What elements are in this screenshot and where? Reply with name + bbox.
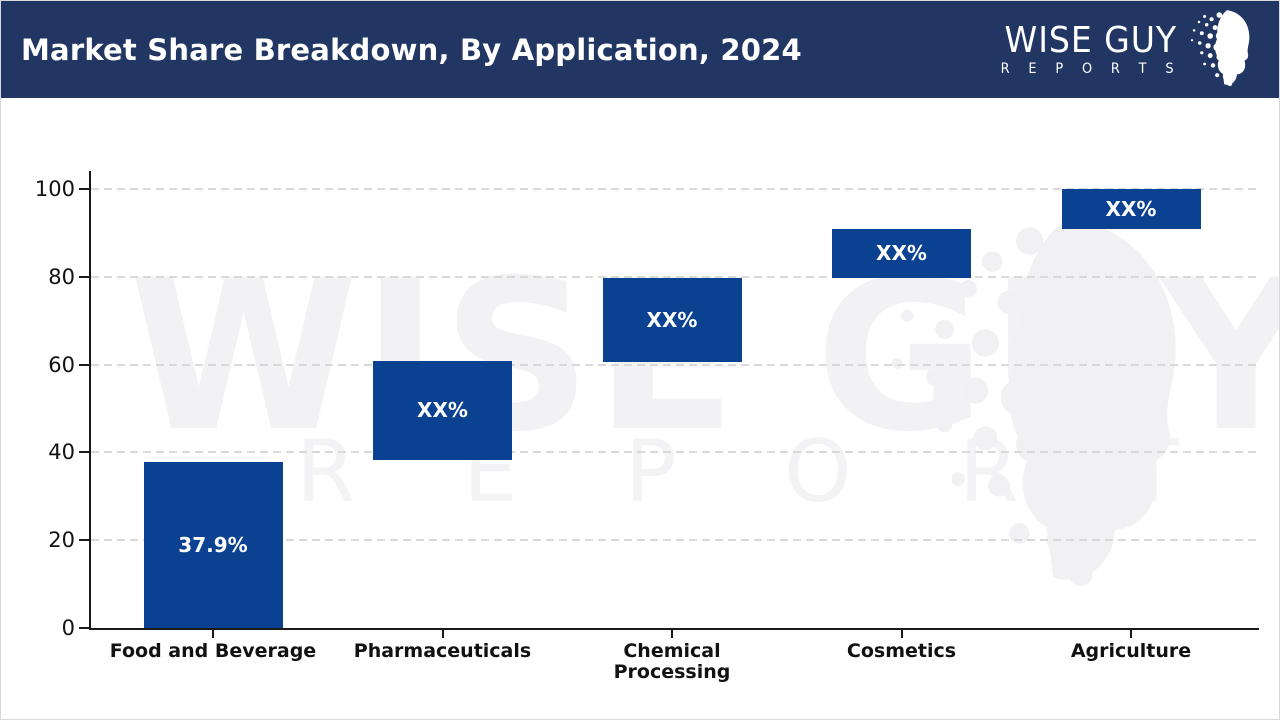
y-tick-label-20: 20	[48, 528, 75, 553]
bar-value-label: XX%	[1105, 196, 1157, 221]
y-gridline-40	[91, 451, 1259, 454]
bar-segment-cosmetics: XX%	[832, 228, 971, 278]
x-axis-tick-4	[1130, 630, 1132, 638]
y-axis-tick-0	[79, 627, 89, 629]
bar-segment-pharmaceuticals: XX%	[373, 361, 512, 460]
y-axis-tick-20	[79, 539, 89, 542]
y-gridline-20	[91, 539, 1259, 542]
y-gridline-100	[91, 188, 1259, 190]
x-category-label-3: Cosmetics	[846, 640, 957, 662]
y-tick-label-40: 40	[48, 440, 75, 465]
bar-value-label: XX%	[417, 398, 468, 423]
bar-segment-agriculture: XX%	[1061, 189, 1201, 229]
bar-segment-chemical-processing: XX%	[602, 278, 742, 362]
x-axis-tick-0	[212, 630, 214, 638]
y-axis-tick-80	[79, 275, 89, 278]
y-tick-label-80: 80	[48, 264, 75, 289]
x-category-label-4: Agriculture	[1070, 640, 1192, 662]
bar-value-label: 37.9%	[178, 532, 248, 557]
y-tick-label-100: 100	[34, 177, 75, 201]
page-title: Market Share Breakdown, By Application, …	[21, 32, 802, 67]
x-category-label-1: Pharmaceuticals	[353, 640, 532, 662]
x-axis-line	[89, 628, 1259, 630]
x-category-label-0: Food and Beverage	[109, 640, 317, 662]
x-axis-tick-1	[441, 630, 444, 638]
logo-wordmark-line1: WISE GUY	[1004, 20, 1178, 62]
bar-value-label: XX%	[646, 307, 698, 332]
logo-face-icon	[1190, 9, 1250, 86]
x-axis-tick-2	[671, 630, 673, 638]
y-tick-label-60: 60	[48, 352, 75, 377]
bar-segment-food-and-beverage: 37.9%	[143, 461, 283, 628]
bar-value-label: XX%	[876, 241, 927, 266]
y-tick-label-0: 0	[61, 616, 75, 640]
logo-wordmark: WISE GUY R E P O R T S	[1001, 22, 1181, 77]
logo-wordmark-line2: R E P O R T S	[1000, 60, 1181, 77]
y-axis-tick-100	[79, 188, 89, 190]
y-gridline-80	[91, 275, 1259, 278]
wise-guy-reports-logo: WISE GUY R E P O R T S	[985, 8, 1255, 92]
x-axis-tick-3	[900, 630, 903, 638]
y-axis-tick-60	[79, 363, 89, 366]
header-bar: Market Share Breakdown, By Application, …	[1, 1, 1279, 98]
y-axis-line	[89, 171, 91, 630]
y-gridline-60	[91, 363, 1259, 366]
x-category-label-2: Chemical Processing	[613, 640, 731, 683]
y-axis-tick-40	[79, 451, 89, 454]
